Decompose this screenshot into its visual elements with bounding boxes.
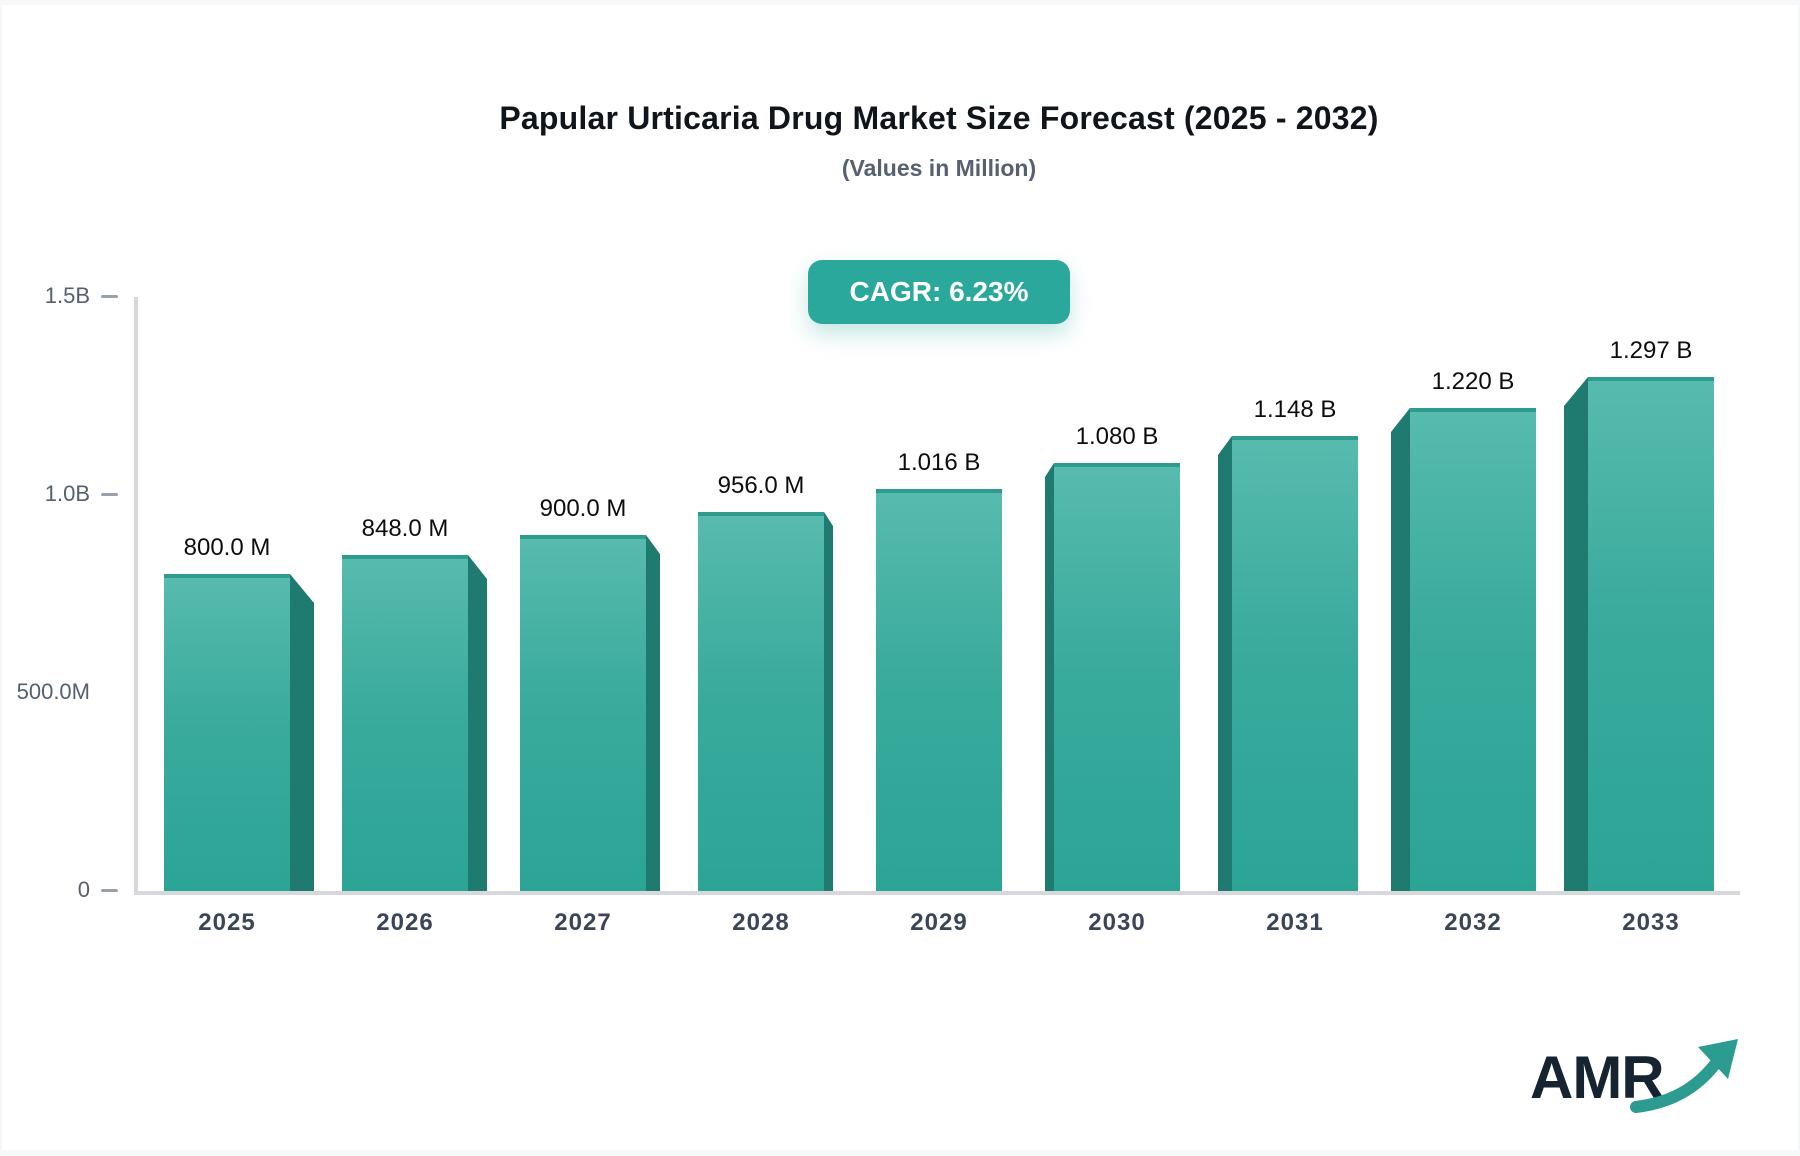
y-axis-tick-label: 1.5B: [44, 283, 90, 308]
x-axis-label-2029: 2029: [910, 909, 968, 936]
bar-2027: [520, 535, 646, 891]
chart-card: Papular Urticaria Drug Market Size Forec…: [2, 5, 1798, 1150]
bar-value-label-2029: 1.016 B: [897, 449, 981, 476]
y-axis-tick-label: 1.0B: [44, 481, 90, 506]
bar-value-label-2031: 1.148 B: [1253, 396, 1337, 423]
bar-side-face-2027: [646, 535, 660, 891]
chart-title: Papular Urticaria Drug Market Size Forec…: [499, 100, 1379, 136]
bar-2032: [1410, 408, 1536, 891]
y-axis-tick-label: 0: [77, 877, 90, 902]
bar-group-2033: 1.297 B 2033: [1562, 297, 1740, 936]
bar-group-2027: 900.0 M 2027: [494, 297, 672, 936]
bar-2026: [342, 555, 468, 891]
bar-value-label-2027: 900.0 M: [539, 495, 627, 522]
bar-value-label-2032: 1.220 B: [1431, 368, 1515, 395]
y-axis-tick-dash: [101, 493, 118, 496]
bar-value-label-2026: 848.0 M: [361, 515, 449, 542]
bar-value-label-2030: 1.080 B: [1075, 423, 1159, 450]
amr-logo: AMR: [1530, 1035, 1740, 1125]
bar-2033: [1588, 377, 1714, 891]
y-axis-tick-label: 500.0M: [16, 679, 90, 704]
bar-group-2028: 956.0 M 2028: [672, 297, 850, 936]
chart-subtitle: (Values in Million): [841, 155, 1037, 181]
amr-logo-text: AMR: [1530, 1044, 1665, 1111]
x-axis-label-2026: 2026: [376, 909, 434, 936]
chart-plot-area: 1.5B 1.0B 500.0M 0 800.0 M 2025 848.0 M 2026 900…: [17, 283, 1740, 936]
y-axis-tick-dash: [101, 889, 118, 892]
bar-2029: [876, 489, 1002, 891]
bar-group-2031: 1.148 B 2031: [1206, 297, 1384, 936]
bar-2028: [698, 512, 824, 891]
x-axis-label-2030: 2030: [1088, 909, 1146, 936]
x-axis-label-2032: 2032: [1444, 909, 1502, 936]
bar-2025: [164, 574, 290, 891]
bar-value-label-2028: 956.0 M: [717, 472, 805, 499]
bar-side-face-2025: [290, 574, 314, 891]
bar-group-2029: 1.016 B 2029: [850, 297, 1028, 936]
bar-side-face-2030: [1045, 463, 1054, 891]
x-axis-label-2031: 2031: [1266, 909, 1324, 936]
bar-2031: [1232, 436, 1358, 891]
bar-value-label-2033: 1.297 B: [1609, 337, 1693, 364]
bar-side-face-2028: [824, 512, 833, 891]
x-axis-label-2027: 2027: [554, 909, 612, 936]
bar-value-label-2025: 800.0 M: [183, 534, 271, 561]
bar-side-face-2033: [1564, 377, 1588, 891]
bar-2030: [1054, 463, 1180, 891]
bar-side-face-2032: [1391, 408, 1410, 891]
x-axis-label-2033: 2033: [1622, 909, 1680, 936]
bar-group-2026: 848.0 M 2026: [316, 297, 494, 936]
y-axis-tick-dash: [101, 295, 118, 298]
cagr-badge-row: CAGR: 6.23%: [134, 260, 1744, 324]
bar-side-face-2026: [468, 555, 487, 891]
bar-group-2025: 800.0 M 2025: [138, 297, 316, 936]
amr-logo-arrow-icon: [1630, 1039, 1738, 1113]
bar-group-2030: 1.080 B 2030: [1028, 297, 1206, 936]
bar-group-2032: 1.220 B 2032: [1384, 297, 1562, 936]
bar-side-face-2031: [1218, 436, 1232, 891]
x-axis-label-2028: 2028: [732, 909, 790, 936]
cagr-badge: CAGR: 6.23%: [807, 260, 1071, 324]
x-axis-label-2025: 2025: [198, 909, 256, 936]
